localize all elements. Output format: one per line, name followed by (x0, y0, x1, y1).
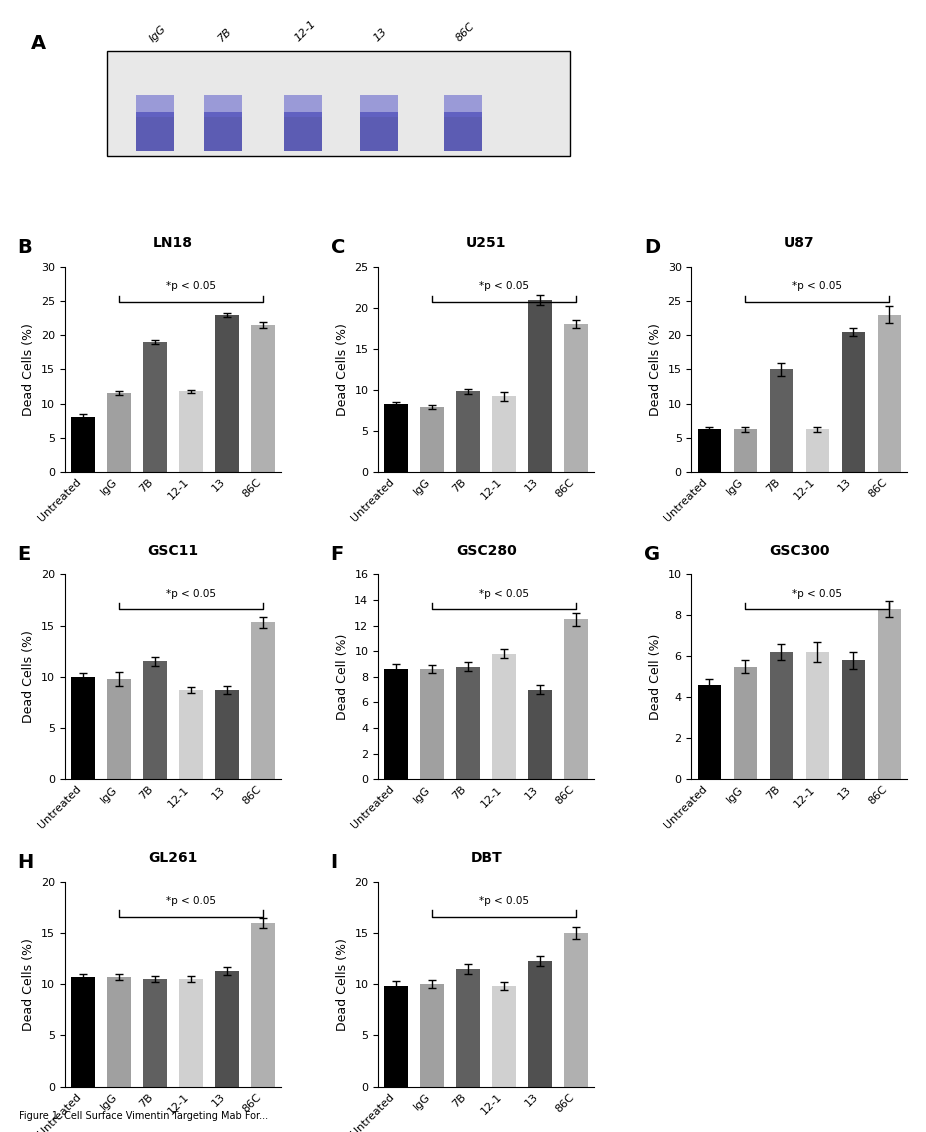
Text: *p < 0.05: *p < 0.05 (793, 589, 843, 599)
Bar (71, 677, 94, 779)
Y-axis label: Dead Cells (%): Dead Cells (%) (22, 323, 35, 415)
Bar (251, 325, 275, 472)
Bar (697, 685, 721, 779)
Bar (360, 95, 397, 117)
Title: GSC11: GSC11 (147, 543, 198, 558)
Y-axis label: Dead Cells (%): Dead Cells (%) (22, 937, 35, 1030)
Bar (107, 679, 131, 779)
Bar (493, 986, 516, 1087)
Bar (360, 112, 397, 152)
Bar (107, 51, 570, 156)
Bar (565, 619, 588, 779)
Title: GSC280: GSC280 (456, 543, 517, 558)
Bar (565, 324, 588, 472)
Bar (71, 977, 94, 1087)
Text: IgG: IgG (147, 23, 168, 43)
Text: F: F (331, 546, 344, 564)
Bar (457, 667, 480, 779)
Bar (493, 396, 516, 472)
Bar (420, 408, 444, 472)
Text: *p < 0.05: *p < 0.05 (793, 282, 843, 291)
Bar (384, 404, 407, 472)
Text: 7B: 7B (216, 26, 233, 43)
Text: *p < 0.05: *p < 0.05 (166, 589, 216, 599)
Bar (457, 969, 480, 1087)
Text: C: C (331, 238, 345, 257)
Y-axis label: Dead Cells (%): Dead Cells (%) (22, 631, 35, 723)
Bar (529, 961, 552, 1087)
Text: E: E (18, 546, 31, 564)
Bar (284, 95, 322, 117)
Bar (284, 112, 322, 152)
Bar (770, 652, 794, 779)
Title: LN18: LN18 (153, 237, 193, 250)
Bar (107, 393, 131, 472)
Bar (384, 986, 407, 1087)
Text: *p < 0.05: *p < 0.05 (166, 282, 216, 291)
Bar (842, 660, 865, 779)
Bar (733, 429, 757, 472)
Bar (878, 315, 901, 472)
Text: *p < 0.05: *p < 0.05 (479, 897, 529, 907)
Bar (179, 392, 203, 472)
Text: A: A (31, 34, 46, 53)
Bar (107, 977, 131, 1087)
Text: 12-1: 12-1 (293, 18, 318, 43)
Text: 13: 13 (372, 26, 390, 43)
Text: H: H (18, 852, 33, 872)
Text: D: D (644, 238, 660, 257)
Bar (251, 923, 275, 1087)
Bar (144, 661, 167, 779)
Bar (215, 691, 239, 779)
Bar (493, 654, 516, 779)
Bar (770, 369, 794, 472)
Bar (420, 984, 444, 1087)
Bar (529, 689, 552, 779)
Bar (136, 112, 174, 152)
Bar (179, 691, 203, 779)
Text: *p < 0.05: *p < 0.05 (479, 282, 529, 291)
Title: DBT: DBT (470, 851, 502, 865)
Y-axis label: Dead Cells (%): Dead Cells (%) (336, 323, 349, 415)
Y-axis label: Dead Cells (%): Dead Cells (%) (336, 937, 349, 1030)
Title: GSC300: GSC300 (770, 543, 830, 558)
Bar (215, 971, 239, 1087)
Bar (204, 112, 242, 152)
Bar (806, 652, 829, 779)
Bar (529, 300, 552, 472)
Text: Figure 1. Cell Surface Vimentin Targeting Mab For...: Figure 1. Cell Surface Vimentin Targetin… (19, 1110, 268, 1121)
Bar (444, 112, 482, 152)
Bar (697, 429, 721, 472)
Bar (204, 95, 242, 117)
Text: *p < 0.05: *p < 0.05 (166, 897, 216, 907)
Text: *p < 0.05: *p < 0.05 (479, 589, 529, 599)
Title: GL261: GL261 (148, 851, 197, 865)
Y-axis label: Dead Cells (%): Dead Cells (%) (649, 323, 662, 415)
Bar (444, 95, 482, 117)
Bar (806, 429, 829, 472)
Bar (71, 418, 94, 472)
Bar (144, 342, 167, 472)
Text: 86C: 86C (454, 20, 476, 43)
Text: B: B (18, 238, 32, 257)
Bar (878, 609, 901, 779)
Text: I: I (331, 852, 338, 872)
Text: G: G (644, 546, 660, 564)
Bar (215, 315, 239, 472)
Y-axis label: Dead Cell (%): Dead Cell (%) (336, 634, 349, 720)
Y-axis label: Dead Cell (%): Dead Cell (%) (649, 634, 662, 720)
Bar (251, 623, 275, 779)
Bar (733, 667, 757, 779)
Bar (144, 979, 167, 1087)
Title: U251: U251 (466, 237, 507, 250)
Bar (842, 332, 865, 472)
Bar (565, 933, 588, 1087)
Bar (384, 669, 407, 779)
Bar (179, 979, 203, 1087)
Title: U87: U87 (784, 237, 815, 250)
Bar (136, 95, 174, 117)
Bar (457, 392, 480, 472)
Bar (420, 669, 444, 779)
